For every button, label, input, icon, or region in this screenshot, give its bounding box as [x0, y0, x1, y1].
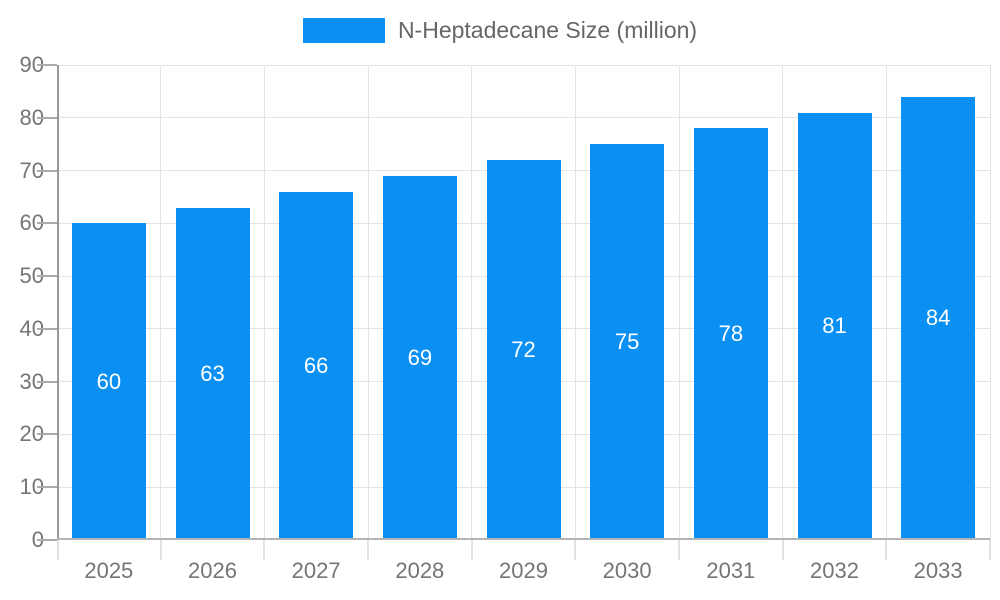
h-gridline: [57, 64, 990, 66]
bar-value-label: 60: [96, 368, 122, 394]
y-axis-tick: [37, 222, 57, 225]
y-axis-tick: [37, 64, 57, 66]
x-axis-tick-label: 2028: [395, 558, 445, 583]
legend-label: N-Heptadecane Size (million): [397, 17, 698, 43]
x-axis-tick: [989, 540, 991, 560]
y-axis-tick: [37, 486, 57, 489]
x-axis-tick: [885, 540, 888, 560]
x-axis-tick-label: 2029: [499, 558, 548, 583]
bar-value-label: 84: [925, 305, 951, 331]
x-axis-tick: [781, 540, 784, 560]
x-axis-tick: [678, 540, 680, 560]
y-axis-tick: [37, 275, 57, 278]
v-gridline: [885, 65, 887, 540]
legend-swatch: [302, 18, 385, 43]
x-axis-tick: [57, 540, 59, 560]
y-axis-tick: [37, 380, 57, 383]
x-axis-tick-label: 2032: [810, 558, 859, 583]
x-axis-tick: [574, 540, 577, 560]
x-axis-line: [57, 538, 990, 540]
v-gridline: [471, 65, 473, 540]
x-axis-tick-label: 2033: [913, 558, 963, 583]
x-axis-tick-label: 2027: [291, 558, 341, 583]
v-gridline: [367, 65, 369, 540]
y-axis-labels: 0 10 20 30 40 50 60 70 80 90: [0, 52, 44, 552]
chart-legend: N-Heptadecane Size (million): [0, 17, 1000, 44]
v-gridline: [160, 65, 162, 540]
v-gridline: [263, 65, 265, 540]
y-axis-tick: [37, 433, 57, 436]
y-axis-tick: [37, 539, 57, 541]
x-axis-labels: 2025 2026 2027 2028 2029 2030 2031 2032 2033: [57, 558, 990, 588]
x-axis-tick: [470, 540, 473, 560]
y-axis-tick: [37, 116, 57, 119]
bar: 63: [175, 207, 250, 540]
x-axis-tick-label: 2026: [188, 558, 237, 583]
x-axis-tick: [263, 540, 266, 560]
y-axis-tick: [37, 327, 57, 330]
y-axis-line: [57, 65, 59, 540]
v-gridline: [782, 65, 784, 540]
bar-value-label: 78: [718, 321, 744, 347]
x-axis-tick-label: 2025: [84, 558, 134, 583]
bar: 69: [382, 175, 457, 540]
bar-value-label: 81: [822, 313, 847, 339]
x-axis-tick-label: 2031: [706, 558, 756, 583]
bar-value-label: 66: [303, 352, 329, 378]
bar-value-label: 72: [511, 337, 536, 362]
h-gridline: [57, 117, 990, 119]
bar: 66: [279, 191, 354, 540]
bar: 84: [901, 96, 976, 540]
x-axis-tick-label: 2030: [602, 558, 652, 583]
bar: 75: [590, 144, 665, 540]
x-axis-tick: [367, 540, 369, 560]
bar: 78: [693, 128, 768, 540]
bar-value-label: 63: [200, 360, 225, 386]
plot-area: 60 63 66 69 72 75 78 81 84: [37, 64, 991, 560]
bar: 72: [486, 160, 561, 540]
v-gridline: [989, 65, 991, 540]
bar-value-label: 75: [614, 329, 640, 355]
v-gridline: [574, 65, 576, 540]
bar-value-label: 69: [407, 344, 433, 370]
v-gridline: [678, 65, 680, 540]
x-axis-tick: [159, 540, 162, 560]
y-axis-tick: [37, 169, 57, 172]
bar: 60: [71, 223, 146, 540]
bar: 81: [797, 112, 872, 540]
